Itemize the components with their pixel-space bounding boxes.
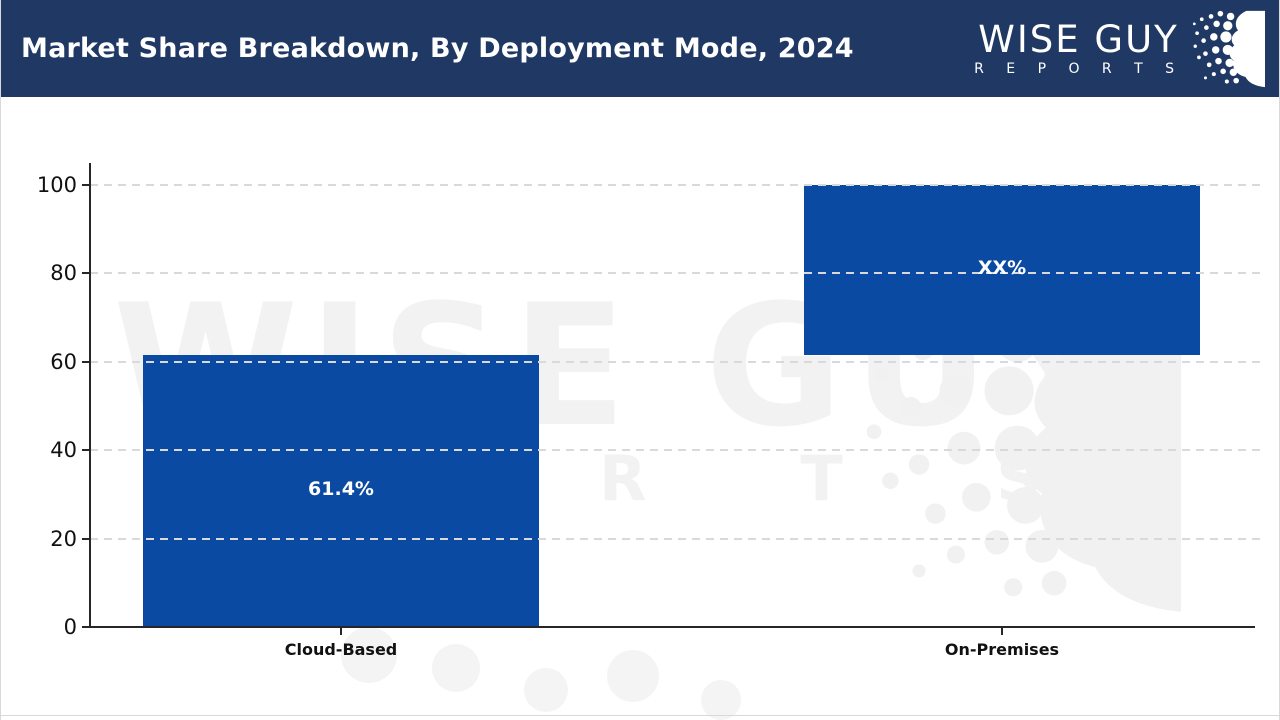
y-tick-label-40: 40 [50, 438, 77, 462]
page-bottom-border [1, 715, 1279, 716]
logo-subtitle: R E P O R T S [974, 61, 1183, 78]
bar-value-label-cloud-based: 61.4% [308, 478, 374, 501]
x-category-label-on-premises: On-Premises [944, 640, 1060, 659]
y-tick-mark-60 [82, 360, 90, 363]
y-tick-mark-40 [82, 449, 90, 451]
y-tick-label-100: 100 [36, 172, 77, 197]
y-tick-mark-20 [82, 537, 90, 540]
y-axis-line [89, 163, 91, 628]
y-tick-label-20: 20 [50, 526, 77, 551]
y-tick-label-60: 60 [50, 349, 77, 374]
gridline-60 [90, 360, 1265, 363]
x-category-label-cloud-based: Cloud-Based [284, 640, 398, 659]
y-tick-label-80: 80 [50, 261, 77, 285]
header-band: Market Share Breakdown, By Deployment Mo… [1, 0, 1279, 97]
logo-text: WISE GUY R E P O R T S [974, 17, 1183, 78]
y-tick-label-0: 0 [63, 615, 77, 639]
wise-guy-reports-logo: WISE GUY R E P O R T S [974, 7, 1265, 91]
y-tick-mark-0 [82, 626, 90, 628]
y-tick-mark-100 [82, 183, 90, 186]
x-axis-line [89, 626, 1255, 628]
gridline-20 [90, 537, 1265, 540]
watermark-subtitle: R T S [599, 442, 1107, 515]
logo-wordmark: WISE GUY [978, 17, 1179, 61]
x-tick-mark-on-premises [1001, 628, 1003, 635]
gridline-80 [90, 272, 1265, 274]
bar-cloud-based [143, 355, 539, 627]
logo-face-icon [1192, 10, 1265, 88]
bar-value-label-on-premises: XX% [977, 256, 1027, 279]
gridline-100 [90, 183, 1265, 186]
chart-title: Market Share Breakdown, By Deployment Mo… [21, 33, 854, 64]
gridline-40 [90, 449, 1265, 451]
x-tick-mark-cloud-based [340, 628, 342, 635]
y-tick-mark-80 [82, 272, 90, 274]
